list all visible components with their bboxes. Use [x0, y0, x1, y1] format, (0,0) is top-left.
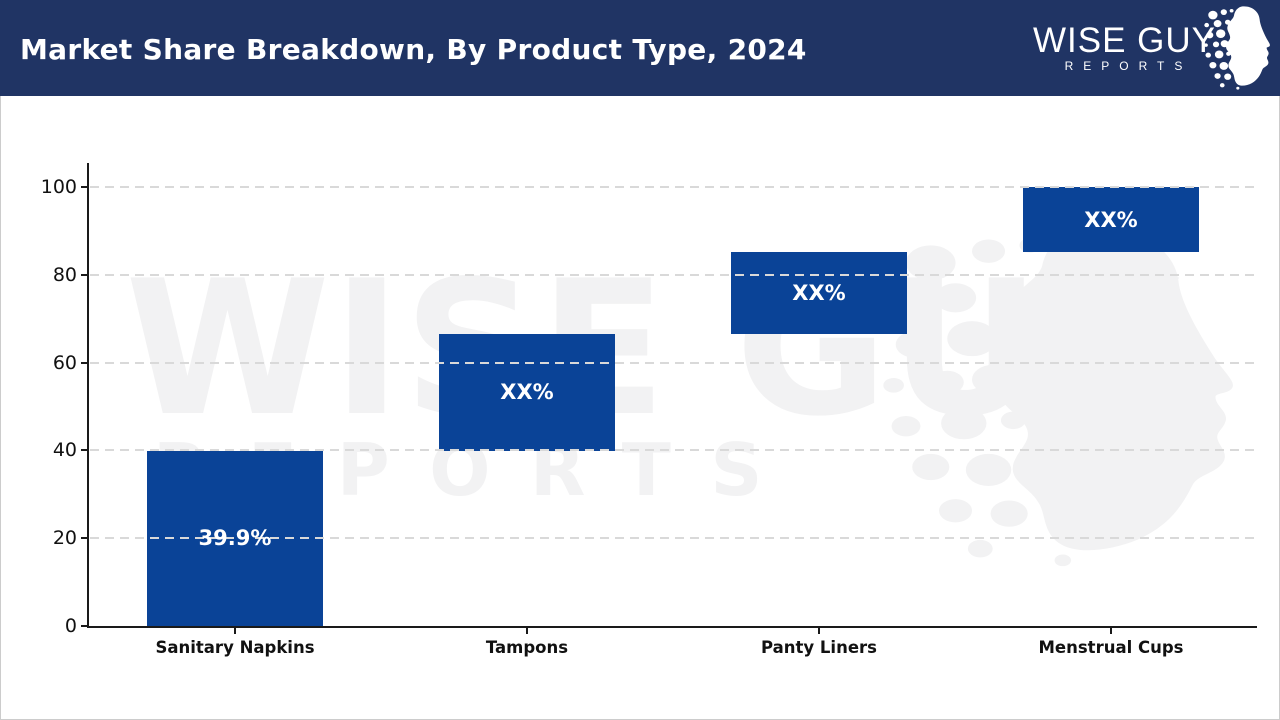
bar-value-label: XX%: [1084, 207, 1138, 232]
x-axis-tick: [234, 628, 236, 634]
bar: [1023, 187, 1199, 253]
y-axis-tick-label: 0: [64, 615, 77, 637]
y-axis-tick: [81, 186, 89, 188]
header-banner: Market Share Breakdown, By Product Type,…: [0, 0, 1280, 96]
logo-wordmark-line1: WISE GUY: [1032, 20, 1216, 60]
y-axis-tick: [81, 361, 89, 364]
y-axis-tick: [81, 449, 89, 452]
y-axis-spine: [87, 163, 89, 628]
y-axis-tick: [81, 625, 89, 627]
x-axis-tick: [1110, 628, 1112, 634]
y-axis-tick-label: 20: [52, 527, 77, 550]
y-axis-tick-label: 80: [52, 263, 77, 286]
logo-wordmark: WISE GUY REPORTS: [1032, 20, 1216, 74]
logo-wordmark-line2: REPORTS: [1064, 59, 1193, 74]
bar: [439, 334, 615, 451]
plot: 0 20 40 60 80 100 39.9% Sanitary Napkins XX% Tamp…: [1, 96, 1279, 719]
gridline: [90, 537, 1255, 540]
bar-value-label: 39.9%: [198, 526, 272, 551]
bar-value-label: XX%: [792, 281, 846, 306]
y-axis-tick: [81, 537, 89, 540]
gridline: [90, 449, 1255, 452]
x-axis-tick: [526, 628, 528, 634]
bar-value-label: XX%: [500, 380, 554, 405]
y-axis-tick-label: 60: [52, 351, 77, 374]
gridline: [90, 186, 1255, 188]
wise-guy-reports-logo: WISE GUY REPORTS: [1033, 4, 1276, 92]
x-axis-category-label: Tampons: [485, 638, 569, 657]
gridline: [90, 273, 1255, 276]
gridline: [90, 361, 1255, 364]
x-axis-tick: [818, 628, 820, 634]
page-title: Market Share Breakdown, By Product Type,…: [20, 33, 807, 66]
x-axis-category-label: Menstrual Cups: [1038, 638, 1184, 657]
x-axis-spine: [87, 626, 1257, 628]
bar: [731, 252, 907, 335]
y-axis-tick-label: 40: [52, 439, 77, 462]
y-axis-tick-label: 100: [40, 176, 77, 198]
x-axis-category-label: Panty Liners: [761, 638, 877, 657]
y-axis-tick: [81, 273, 89, 276]
x-axis-category-label: Sanitary Napkins: [155, 638, 315, 657]
chart-area: WISE GUY REPORTS 0 20 40 60 80 100 39.9% Sanita…: [0, 96, 1280, 720]
